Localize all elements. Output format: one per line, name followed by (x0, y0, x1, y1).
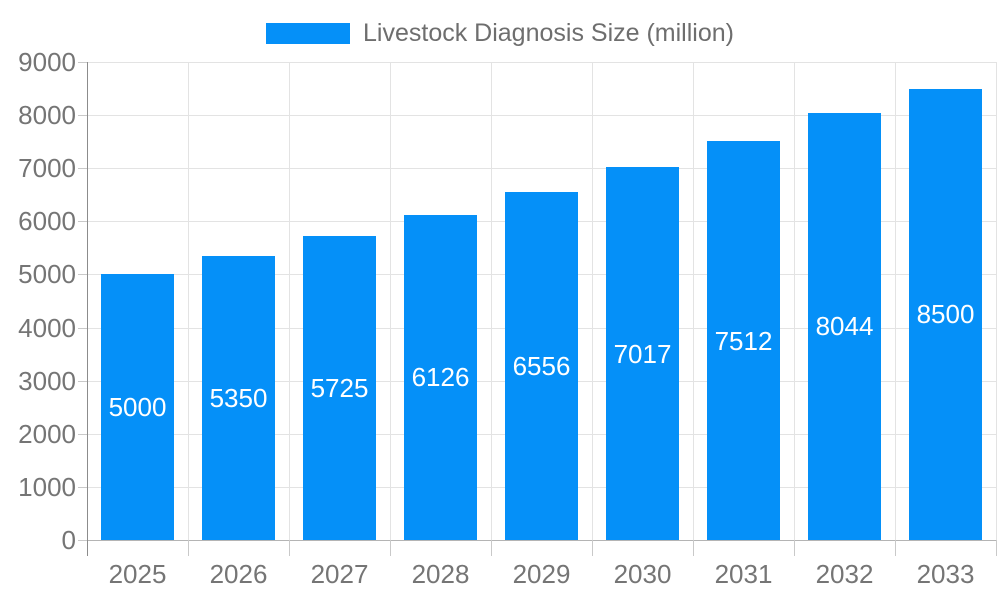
bar-value-label: 8044 (815, 311, 874, 342)
x-axis-label: 2026 (209, 559, 268, 589)
gridline-x (693, 62, 694, 540)
y-axis-tick (78, 62, 87, 63)
bar-value-label: 6126 (411, 362, 470, 393)
gridline-y (87, 540, 996, 541)
gridline-x (794, 62, 795, 540)
y-axis-label: 4000 (18, 312, 76, 343)
gridline-x (188, 62, 189, 540)
gridline-x (996, 62, 997, 540)
y-axis-tick (78, 433, 87, 435)
gridline-x (390, 62, 391, 540)
gridline-x (289, 62, 290, 540)
legend-swatch (266, 23, 351, 44)
y-axis-tick (78, 168, 87, 170)
x-axis-label: 2027 (310, 559, 369, 589)
y-axis-tick (78, 115, 87, 117)
y-axis-label: 2000 (18, 418, 76, 449)
x-axis-tick (289, 540, 290, 556)
gridline-x (592, 62, 593, 540)
y-axis-tick (78, 221, 87, 223)
bar: 7017 (606, 167, 679, 540)
x-axis-tick (188, 540, 189, 556)
x-axis-tick (794, 540, 795, 556)
y-axis-tick (78, 274, 87, 276)
bar: 5350 (202, 255, 275, 540)
bar-value-label: 5350 (209, 382, 268, 413)
y-axis-label: 3000 (18, 365, 76, 396)
bar: 8500 (909, 88, 982, 540)
y-axis-label: 0 (61, 525, 76, 555)
y-axis-label: 6000 (18, 206, 76, 237)
x-axis-tick (491, 540, 492, 556)
gridline-y (87, 168, 996, 170)
y-axis-label: 7000 (18, 153, 76, 184)
bar: 8044 (808, 112, 881, 540)
gridline-x (895, 62, 896, 540)
y-axis-tick (78, 540, 87, 541)
bar-value-label: 6556 (512, 350, 571, 381)
x-axis-tick (390, 540, 391, 556)
gridline-x (491, 62, 492, 540)
plot-area: 5000 5350 5725 6126 6556 7017 7512 8044 8500 (87, 62, 997, 541)
y-axis-label: 8000 (18, 100, 76, 131)
gridline-y (87, 115, 996, 117)
gridline-y (87, 62, 996, 63)
y-axis-label: 1000 (18, 471, 76, 502)
bar-value-label: 5725 (310, 372, 369, 403)
x-axis-tick (693, 540, 694, 556)
bar: 7512 (707, 141, 780, 540)
y-axis-tick (78, 380, 87, 382)
x-axis-tick (592, 540, 593, 556)
bar: 6126 (404, 214, 477, 540)
x-axis-label: 2025 (108, 559, 167, 589)
y-axis-label: 5000 (18, 259, 76, 290)
x-axis-label: 2031 (714, 559, 773, 589)
y-axis-line (87, 62, 88, 556)
bar: 5000 (101, 274, 174, 540)
legend-label: Livestock Diagnosis Size (million) (363, 19, 734, 47)
x-axis-label: 2030 (613, 559, 672, 589)
y-axis-label: 9000 (18, 47, 76, 77)
x-axis-label: 2033 (916, 559, 975, 589)
x-axis-label: 2029 (512, 559, 571, 589)
bar-value-label: 5000 (108, 392, 167, 423)
bar: 5725 (303, 235, 376, 540)
bar-value-label: 7512 (714, 325, 773, 356)
x-axis-label: 2028 (411, 559, 470, 589)
x-axis-label: 2032 (815, 559, 874, 589)
x-axis-tick (996, 540, 997, 556)
legend: Livestock Diagnosis Size (million) (0, 21, 1000, 46)
bar-value-label: 8500 (916, 299, 975, 330)
x-axis-tick (895, 540, 896, 556)
y-axis-tick (78, 327, 87, 329)
bar-value-label: 7017 (613, 338, 672, 369)
bar: 6556 (505, 191, 578, 540)
y-axis-tick (78, 486, 87, 488)
